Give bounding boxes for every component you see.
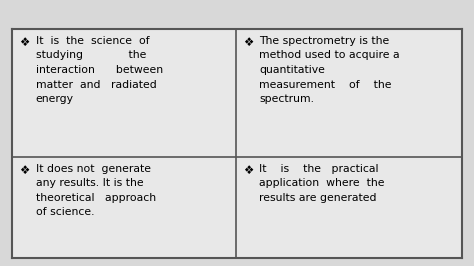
Text: ❖: ❖ (243, 36, 253, 49)
Text: matter  and   radiated: matter and radiated (36, 80, 156, 90)
Text: of science.: of science. (36, 207, 94, 217)
Text: interaction      between: interaction between (36, 65, 163, 75)
Text: any results. It is the: any results. It is the (36, 178, 143, 188)
Text: application  where  the: application where the (259, 178, 385, 188)
Text: measurement    of    the: measurement of the (259, 80, 392, 90)
Text: ❖: ❖ (19, 36, 29, 49)
Text: spectrum.: spectrum. (259, 94, 314, 104)
Text: method used to acquire a: method used to acquire a (259, 51, 400, 60)
Text: studying             the: studying the (36, 51, 146, 60)
Text: It does not  generate: It does not generate (36, 164, 151, 173)
Text: It  is  the  science  of: It is the science of (36, 36, 149, 46)
Text: quantitative: quantitative (259, 65, 325, 75)
Text: theoretical   approach: theoretical approach (36, 193, 155, 203)
Text: The spectrometry is the: The spectrometry is the (259, 36, 390, 46)
Text: ❖: ❖ (19, 164, 29, 177)
Text: energy: energy (36, 94, 73, 104)
Text: results are generated: results are generated (259, 193, 377, 203)
Text: It    is    the   practical: It is the practical (259, 164, 379, 173)
Text: ❖: ❖ (243, 164, 253, 177)
